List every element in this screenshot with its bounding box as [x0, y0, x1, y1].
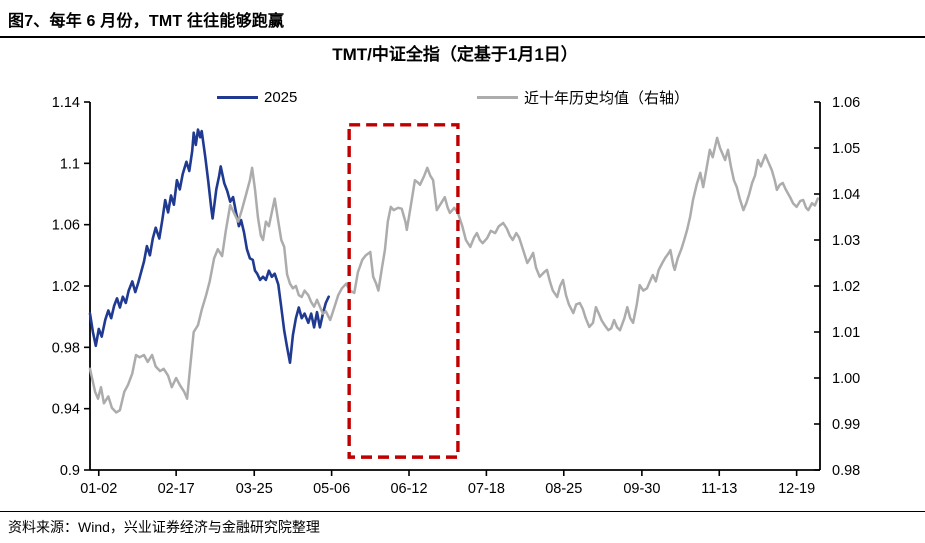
left-axis-tick-label: 0.98 — [52, 340, 80, 356]
right-axis-tick-label: 1.01 — [832, 325, 860, 341]
right-axis-tick-label: 1.02 — [832, 279, 860, 295]
legend-line-swatch-2025 — [217, 95, 258, 99]
right-axis-tick-label: 1.03 — [832, 233, 860, 249]
legend-line-swatch-historical-average — [477, 95, 518, 99]
series-line-2025 — [88, 128, 331, 365]
x-axis-tick-label: 05-06 — [313, 481, 350, 497]
x-axis-tick-label: 11-13 — [701, 481, 737, 497]
x-axis-tick-label: 02-17 — [158, 481, 195, 497]
left-axis-tick-label: 1.06 — [52, 218, 80, 234]
legend-item-historical-average: 近十年历史均值（右轴） — [477, 88, 690, 107]
right-axis-tick-label: 0.99 — [832, 417, 860, 433]
right-axis-tick-label: 1.05 — [832, 141, 860, 157]
x-axis-tick-label: 08-25 — [545, 481, 582, 497]
header-divider — [0, 36, 925, 38]
line-chart-canvas: 0.9 0.94 0.98 1.02 1.06 1.1 1.14 0.98 0.99 1.00 1.… — [52, 95, 860, 497]
right-axis-tick-label: 0.98 — [832, 463, 860, 479]
left-axis-tick-label: 1.1 — [60, 156, 80, 172]
legend-label-2025: 2025 — [264, 88, 298, 106]
x-axis-tick-label: 03-25 — [236, 481, 273, 497]
chart-title: TMT/中证全指（定基于1月1日） — [332, 45, 578, 64]
x-axis-tick-label: 09-30 — [623, 481, 660, 497]
left-axis-tick-label: 0.9 — [60, 463, 80, 479]
series-line-historical-average — [88, 136, 820, 414]
chart-legend: 2025 近十年历史均值（右轴） — [0, 88, 925, 107]
source-note: 资料来源：Wind，兴业证券经济与金融研究院整理 — [8, 519, 320, 535]
legend-item-2025: 2025 — [217, 88, 297, 106]
x-axis-tick-label: 07-18 — [468, 481, 505, 497]
x-axis-tick-label: 01-02 — [80, 481, 117, 497]
figure-header: 图7、每年 6 月份，TMT 往往能够跑赢 — [0, 0, 925, 38]
june-highlight-box — [347, 123, 460, 459]
footer: 资料来源：Wind，兴业证券经济与金融研究院整理 — [0, 511, 925, 537]
right-axis-tick-label: 1.06 — [832, 95, 860, 111]
left-axis-tick-label: 0.94 — [52, 402, 80, 418]
legend-label-historical-average: 近十年历史均值（右轴） — [524, 89, 690, 107]
left-axis-tick-label: 1.14 — [52, 95, 80, 111]
x-axis-tick-label: 06-12 — [390, 481, 427, 497]
right-axis-tick-label: 1.04 — [832, 187, 860, 203]
right-axis-tick-label: 1.00 — [832, 371, 860, 387]
figure-title: 图7、每年 6 月份，TMT 往往能够跑赢 — [8, 13, 285, 30]
x-axis-tick-label: 12-19 — [778, 481, 815, 497]
left-axis-tick-label: 1.02 — [52, 279, 80, 295]
